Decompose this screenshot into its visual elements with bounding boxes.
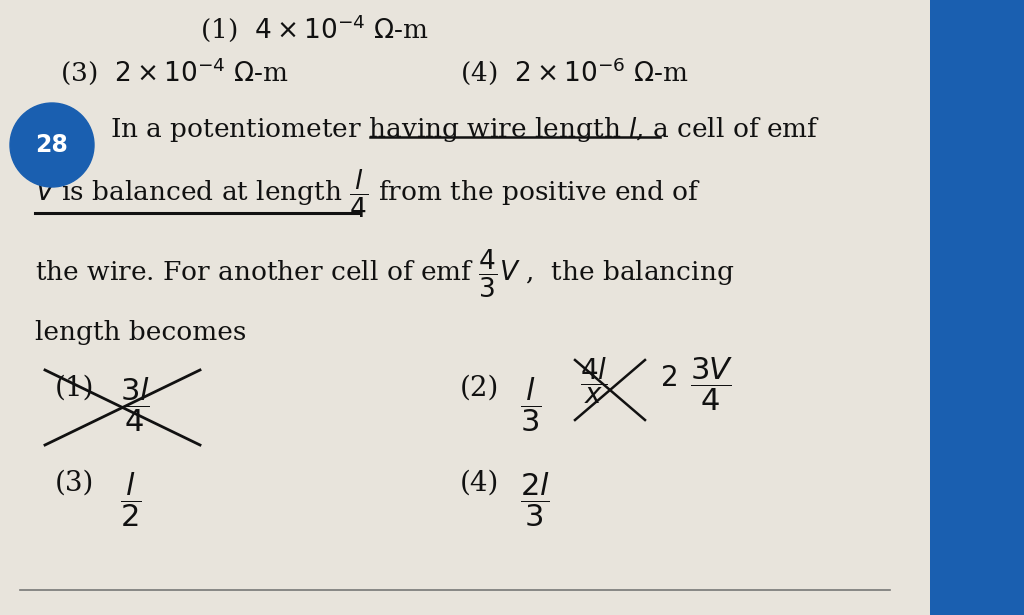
Text: $\dfrac{3l}{4}$: $\dfrac{3l}{4}$ — [120, 375, 150, 434]
Bar — [930, 0, 1024, 615]
Text: $V$ is balanced at length $\dfrac{l}{4}$ from the positive end of: $V$ is balanced at length $\dfrac{l}{4}$… — [35, 168, 701, 220]
Text: the wire. For another cell of emf $\dfrac{4}{3}V$ ,  the balancing: the wire. For another cell of emf $\dfra… — [35, 248, 734, 300]
Text: length becomes: length becomes — [35, 320, 247, 345]
Text: 28: 28 — [36, 133, 69, 157]
Text: In a potentiometer having wire length $l$, a cell of emf: In a potentiometer having wire length $l… — [110, 115, 820, 144]
Circle shape — [10, 103, 94, 187]
Text: (4): (4) — [460, 470, 500, 497]
Text: $\dfrac{2l}{3}$: $\dfrac{2l}{3}$ — [520, 470, 550, 528]
Text: $\dfrac{l}{2}$: $\dfrac{l}{2}$ — [120, 470, 141, 528]
Text: $2$: $2$ — [660, 365, 677, 392]
Text: $\dfrac{l}{3}$: $\dfrac{l}{3}$ — [520, 375, 542, 434]
Text: (1): (1) — [55, 375, 94, 402]
Text: $\dfrac{3V}{4}$: $\dfrac{3V}{4}$ — [690, 355, 733, 413]
Text: (2): (2) — [460, 375, 500, 402]
Text: (3)  $2 \times 10^{-4}\ \Omega$-m: (3) $2 \times 10^{-4}\ \Omega$-m — [60, 55, 289, 87]
Text: (3): (3) — [55, 470, 94, 497]
Text: $\dfrac{4l}{x}$: $\dfrac{4l}{x}$ — [580, 355, 607, 406]
Text: (1)  $4 \times 10^{-4}\ \Omega$-m: (1) $4 \times 10^{-4}\ \Omega$-m — [200, 12, 429, 44]
Text: (4)  $2 \times 10^{-6}\ \Omega$-m: (4) $2 \times 10^{-6}\ \Omega$-m — [460, 55, 689, 87]
